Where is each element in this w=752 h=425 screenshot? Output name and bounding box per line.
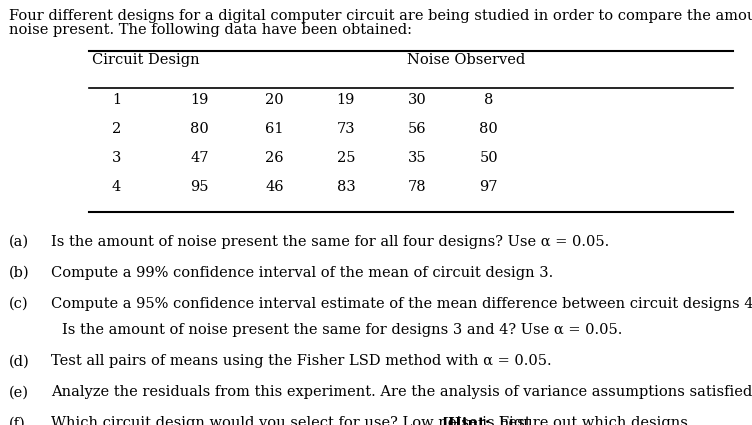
Text: (f): (f) bbox=[9, 416, 26, 425]
Text: noise present. The following data have been obtained:: noise present. The following data have b… bbox=[9, 23, 412, 37]
Text: Is the amount of noise present the same for designs 3 and 4? Use α = 0.05.: Is the amount of noise present the same … bbox=[62, 323, 622, 337]
Text: 30: 30 bbox=[408, 94, 426, 108]
Text: 1: 1 bbox=[112, 94, 121, 108]
Text: 19: 19 bbox=[337, 94, 355, 108]
Text: 25: 25 bbox=[337, 151, 355, 165]
Text: 20: 20 bbox=[265, 94, 284, 108]
Text: 78: 78 bbox=[408, 180, 426, 194]
Text: Compute a 99% confidence interval of the mean of circuit design 3.: Compute a 99% confidence interval of the… bbox=[51, 266, 553, 280]
Text: 46: 46 bbox=[265, 180, 284, 194]
Text: 80: 80 bbox=[190, 122, 208, 136]
Text: Which circuit design would you select for use? Low noise is best.: Which circuit design would you select fo… bbox=[51, 416, 535, 425]
Text: 83: 83 bbox=[337, 180, 355, 194]
Text: 47: 47 bbox=[190, 151, 208, 165]
Text: 50: 50 bbox=[480, 151, 498, 165]
Text: (a): (a) bbox=[9, 235, 29, 249]
Text: 19: 19 bbox=[190, 94, 208, 108]
Text: 4: 4 bbox=[112, 180, 121, 194]
Text: 2: 2 bbox=[112, 122, 121, 136]
Text: 35: 35 bbox=[408, 151, 426, 165]
Text: 3: 3 bbox=[112, 151, 121, 165]
Text: 97: 97 bbox=[480, 180, 498, 194]
Text: 56: 56 bbox=[408, 122, 426, 136]
Text: 80: 80 bbox=[480, 122, 498, 136]
Text: (b): (b) bbox=[9, 266, 29, 280]
Text: Is the amount of noise present the same for all four designs? Use α = 0.05.: Is the amount of noise present the same … bbox=[51, 235, 609, 249]
Text: Circuit Design: Circuit Design bbox=[92, 53, 200, 67]
Text: 73: 73 bbox=[337, 122, 355, 136]
Text: Test all pairs of means using the Fisher LSD method with α = 0.05.: Test all pairs of means using the Fisher… bbox=[51, 354, 552, 368]
Text: (c): (c) bbox=[9, 297, 29, 311]
Text: 26: 26 bbox=[265, 151, 284, 165]
Text: 61: 61 bbox=[265, 122, 284, 136]
Text: Compute a 95% confidence interval estimate of the mean difference between circui: Compute a 95% confidence interval estima… bbox=[51, 297, 752, 311]
Text: Noise Observed: Noise Observed bbox=[407, 53, 526, 67]
Text: [Hint:: [Hint: bbox=[441, 416, 490, 425]
Text: Figure out which designs: Figure out which designs bbox=[499, 416, 687, 425]
Text: 8: 8 bbox=[484, 94, 493, 108]
Text: (d): (d) bbox=[9, 354, 30, 368]
Text: (e): (e) bbox=[9, 385, 29, 400]
Text: Four different designs for a digital computer circuit are being studied in order: Four different designs for a digital com… bbox=[9, 9, 752, 23]
Text: 95: 95 bbox=[190, 180, 208, 194]
Text: Analyze the residuals from this experiment. Are the analysis of variance assumpt: Analyze the residuals from this experime… bbox=[51, 385, 752, 400]
